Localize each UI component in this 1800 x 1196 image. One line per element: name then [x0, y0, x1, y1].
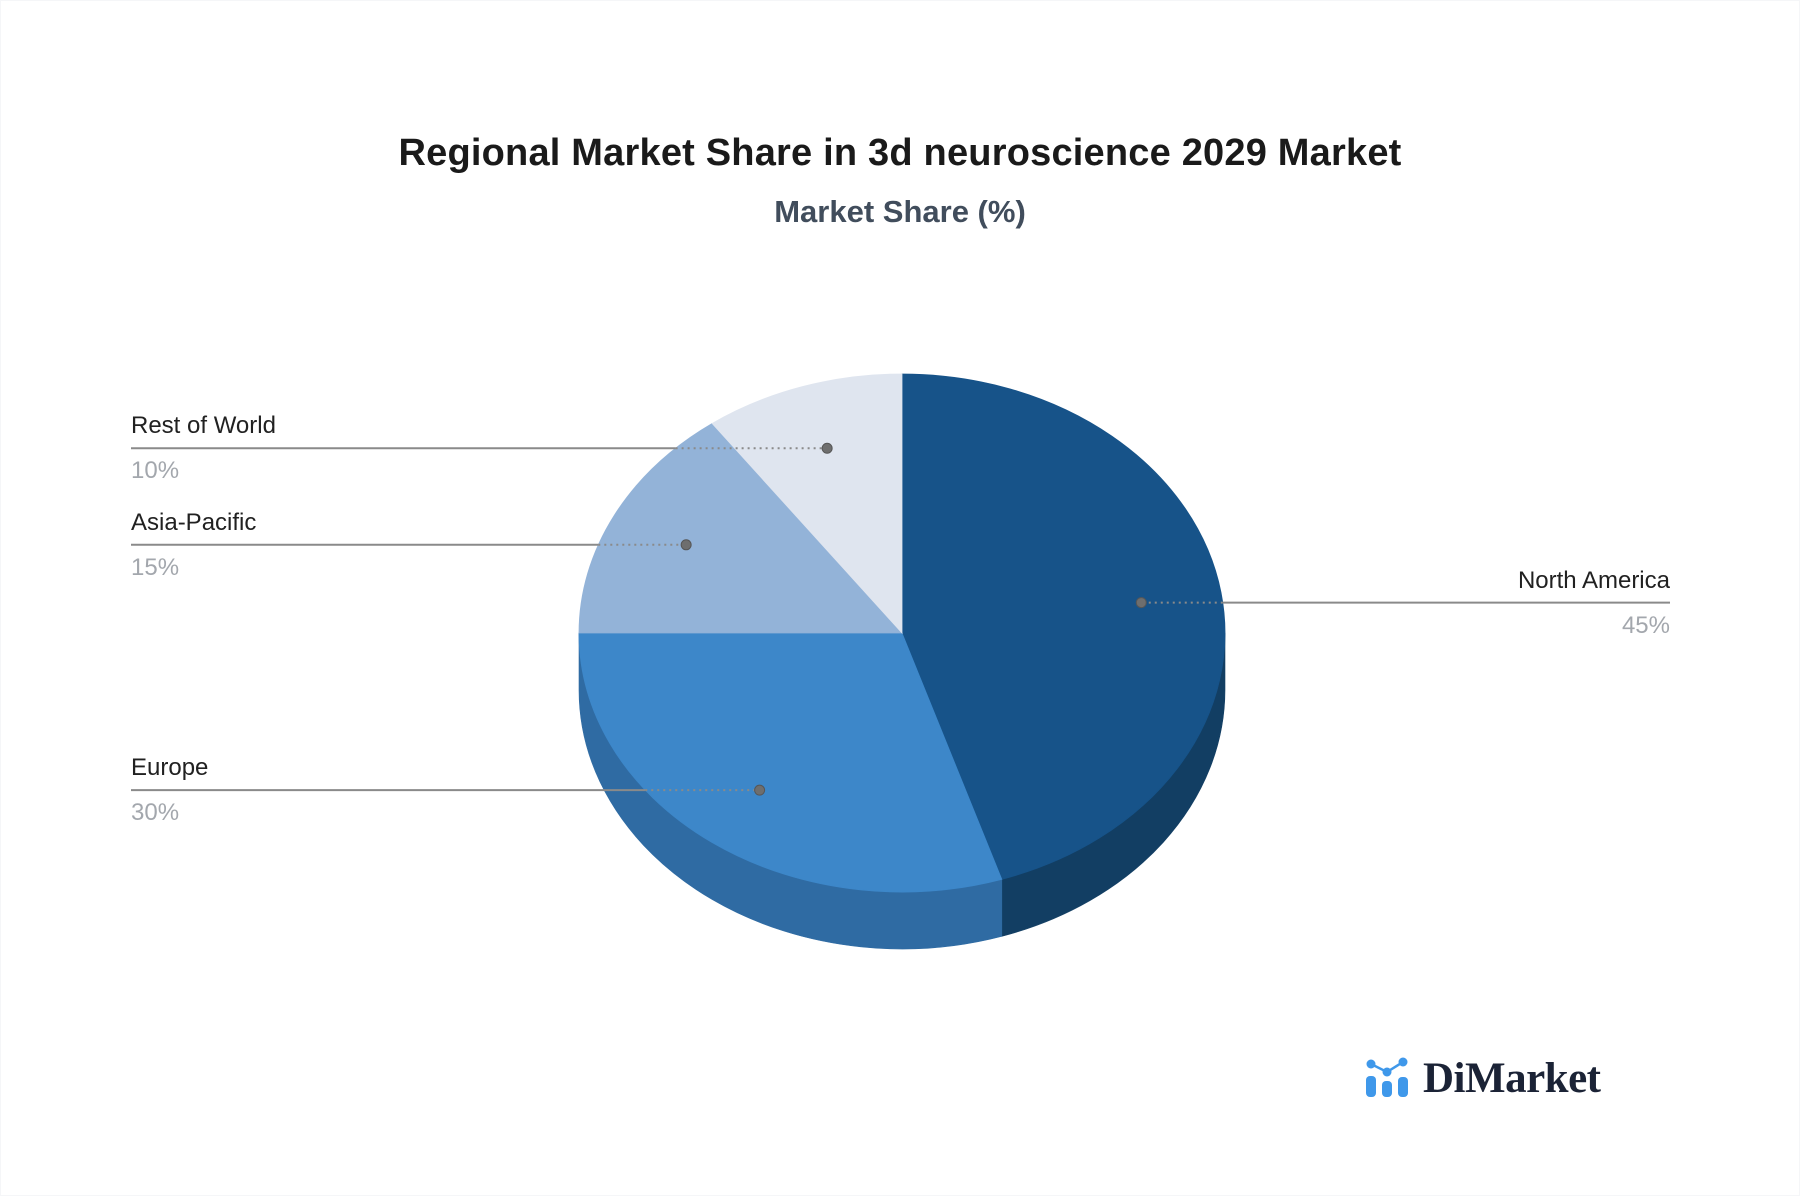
- slice-label-value: 10%: [131, 457, 180, 485]
- pie-slice-asia-pacific[interactable]: [578, 422, 903, 634]
- brand-logo: DiMarket: [1363, 1042, 1663, 1102]
- slice-label-name: Rest of World: [131, 412, 276, 440]
- pie-slice-rest-of-world[interactable]: [711, 373, 903, 635]
- slice-label-name: North America: [1517, 566, 1670, 594]
- anchor-dot-europe: [754, 784, 766, 796]
- slice-label-value: 45%: [1621, 611, 1670, 639]
- pie-slice-europe[interactable]: [578, 632, 1003, 893]
- slice-label-north-america: North America 45%: [1110, 566, 1670, 638]
- anchor-dot-asia-pacific: [680, 539, 692, 551]
- anchor-dot-north-america: [1135, 597, 1147, 609]
- chart-subtitle: Market Share (%): [774, 194, 1026, 229]
- slice-label-name: Europe: [131, 754, 209, 782]
- bar-chart-with-trend-dots-icon: [1366, 1057, 1408, 1097]
- slice-label-name: Asia-Pacific: [131, 508, 257, 536]
- pie-slice-north-america[interactable]: [901, 373, 1226, 880]
- slice-label-europe: Europe 30%: [131, 753, 691, 825]
- brand-logo-text: DiMarket: [1423, 1055, 1601, 1102]
- slice-label-value: 15%: [131, 553, 180, 581]
- anchor-dot-rest-of-world: [821, 442, 833, 454]
- slice-label-value: 30%: [131, 799, 180, 827]
- chart-title: Regional Market Share in 3d neuroscience…: [398, 132, 1402, 174]
- slice-label-asia-pacific: Asia-Pacific 15%: [131, 508, 691, 580]
- slice-label-rest-of-world: Rest of World 10%: [131, 411, 691, 483]
